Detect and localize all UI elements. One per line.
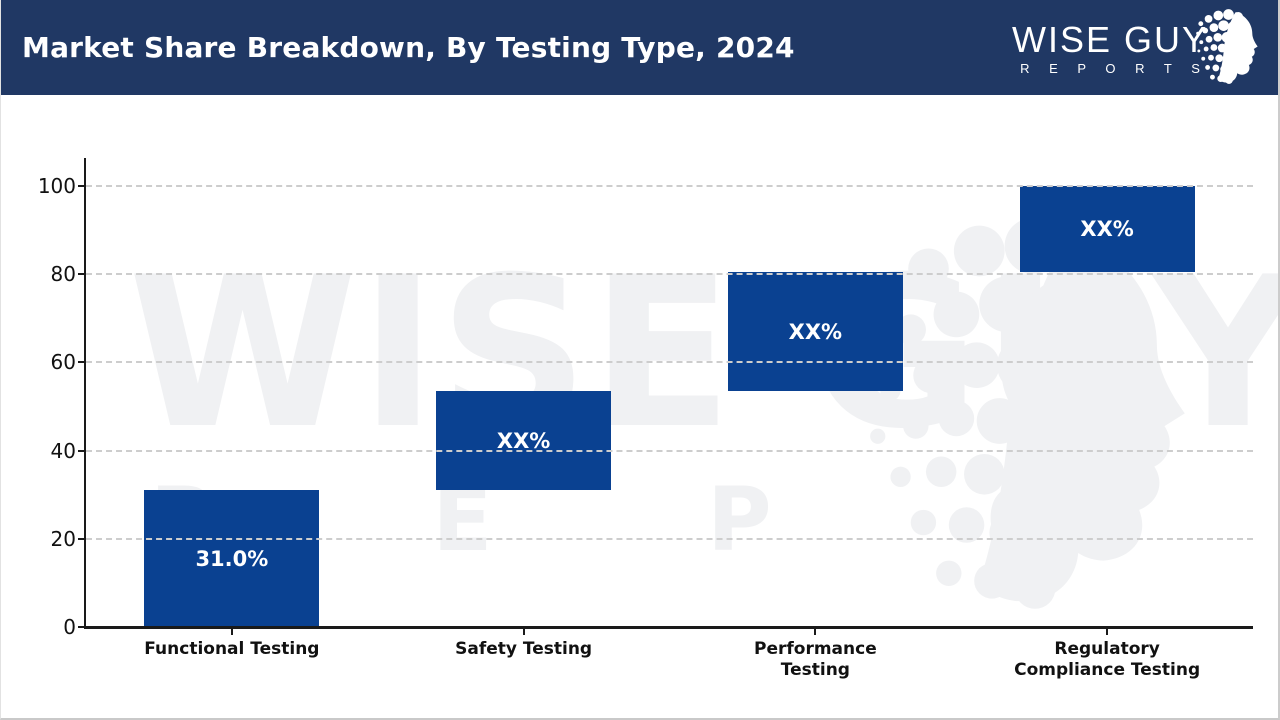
x-axis-label-line: Performance xyxy=(754,639,877,659)
bar-segment: XX% xyxy=(1019,186,1195,272)
x-axis-category-label: Regulatory Compliance Testing xyxy=(967,639,1247,681)
x-axis-category-label: Safety Testing xyxy=(384,639,664,660)
y-axis-tick-mark xyxy=(78,537,86,540)
brand-logo: WISE GUY R E P O R T S xyxy=(1012,8,1262,88)
brand-name: WISE GUY xyxy=(1011,18,1208,60)
watermark-face-icon xyxy=(863,218,1185,609)
x-axis-label-line: Compliance Testing xyxy=(1014,660,1201,680)
page-title: Market Share Breakdown, By Testing Type,… xyxy=(22,31,795,64)
brand-subtitle: R E P O R T S xyxy=(1020,60,1208,76)
y-axis-tick-label: 80 xyxy=(50,262,76,287)
x-axis-label-line: Regulatory xyxy=(1054,639,1160,659)
watermark-text: WISE GUY xyxy=(128,233,1280,475)
y-axis-tick-mark xyxy=(78,361,86,364)
y-axis-tick-mark xyxy=(78,449,86,452)
y-axis-tick-label: 0 xyxy=(63,615,76,639)
x-axis-spine xyxy=(84,626,1253,629)
bar-value-label: XX% xyxy=(1080,216,1134,241)
x-axis-label-line: Testing xyxy=(780,660,850,680)
watermark-subtext: R E P O R T S xyxy=(150,468,1280,571)
y-axis-tick-mark xyxy=(78,626,86,628)
bar-segment: XX% xyxy=(436,391,612,491)
bar-value-label: XX% xyxy=(788,319,843,344)
bar-segment: 31.0% xyxy=(144,490,320,627)
y-axis-spine xyxy=(84,158,86,629)
y-gridline xyxy=(86,273,1253,276)
x-axis-label-line: Safety Testing xyxy=(455,639,593,659)
brand-face-icon xyxy=(1196,9,1258,84)
y-gridline xyxy=(86,185,1253,187)
y-axis-tick-label: 60 xyxy=(50,350,76,375)
x-axis-tick-mark xyxy=(814,627,817,635)
x-axis-category-label: Performance Testing xyxy=(675,639,955,681)
y-axis-tick-label: 40 xyxy=(50,438,76,463)
y-gridline xyxy=(86,537,1253,540)
brand-logo-text: WISE GUY R E P O R T S xyxy=(1011,18,1208,76)
y-gridline xyxy=(86,449,1253,452)
bar-value-label: XX% xyxy=(496,428,551,453)
x-axis-category-label: Functional Testing xyxy=(92,639,372,660)
x-axis-tick-mark xyxy=(522,627,525,635)
bar-value-label: 31.0% xyxy=(195,546,269,571)
y-axis-tick-mark xyxy=(78,185,86,187)
x-axis-tick-mark xyxy=(1106,627,1109,635)
y-axis-tick-mark xyxy=(78,273,86,276)
header: Market Share Breakdown, By Testing Type,… xyxy=(0,0,1280,95)
y-axis-tick-label: 20 xyxy=(50,526,76,551)
x-axis-tick-mark xyxy=(230,627,233,635)
bar-segment: XX% xyxy=(727,271,903,392)
x-axis-label-line: Functional Testing xyxy=(144,639,320,659)
y-gridline xyxy=(86,361,1253,364)
y-axis-tick-label: 100 xyxy=(37,174,76,198)
